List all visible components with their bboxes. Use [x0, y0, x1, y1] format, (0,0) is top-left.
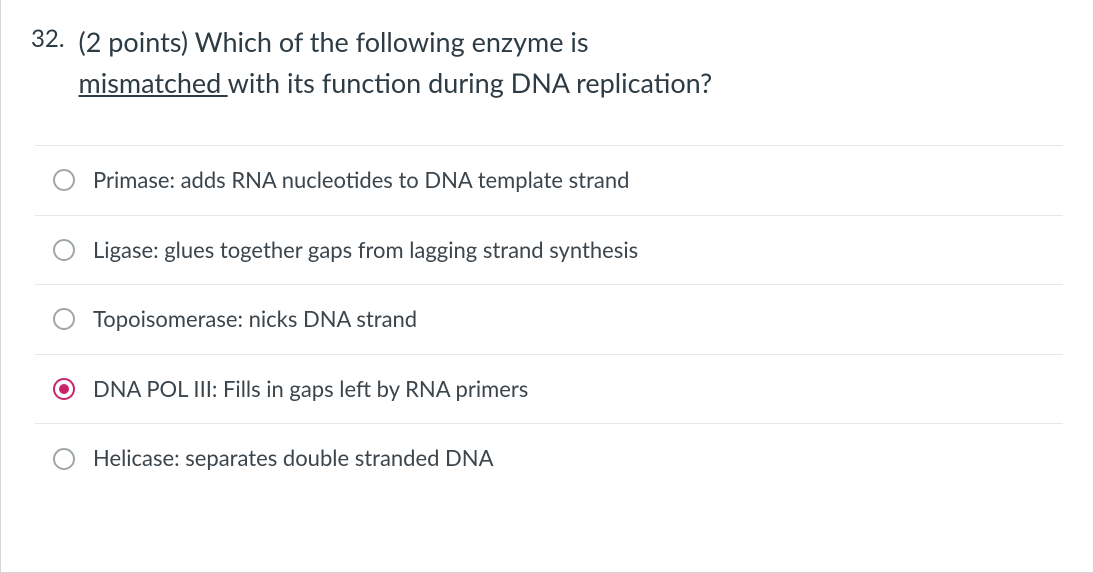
option-label[interactable]: DNA POL III: Fills in gaps left by RNA p… — [93, 375, 528, 404]
question-points: (2 points) — [79, 25, 195, 58]
option-row[interactable]: Primase: adds RNA nucleotides to DNA tem… — [35, 145, 1063, 215]
option-row[interactable]: DNA POL III: Fills in gaps left by RNA p… — [35, 354, 1063, 424]
option-label[interactable]: Primase: adds RNA nucleotides to DNA tem… — [93, 166, 629, 195]
quiz-question-container: 32. (2 points) Which of the following en… — [0, 0, 1094, 573]
option-row[interactable]: Helicase: separates double stranded DNA — [35, 423, 1063, 483]
question-stem-underlined: mismatched — [79, 66, 228, 99]
radio-button[interactable] — [53, 169, 75, 191]
question-number: 32. — [31, 22, 65, 56]
options-list: Primase: adds RNA nucleotides to DNA tem… — [35, 145, 1063, 483]
radio-button[interactable] — [53, 378, 75, 400]
question-header: 32. (2 points) Which of the following en… — [31, 22, 1063, 103]
option-label[interactable]: Ligase: glues together gaps from lagging… — [93, 236, 638, 265]
question-text: (2 points) Which of the following enzyme… — [79, 22, 713, 103]
radio-button[interactable] — [53, 448, 75, 470]
radio-button[interactable] — [53, 239, 75, 261]
option-label[interactable]: Topoisomerase: nicks DNA strand — [93, 305, 417, 334]
question-stem-2: with its function during DNA replication… — [228, 66, 713, 99]
question-stem-1: Which of the following enzyme is — [195, 25, 589, 58]
radio-button[interactable] — [53, 308, 75, 330]
option-row[interactable]: Ligase: glues together gaps from lagging… — [35, 215, 1063, 285]
option-row[interactable]: Topoisomerase: nicks DNA strand — [35, 284, 1063, 354]
option-label[interactable]: Helicase: separates double stranded DNA — [93, 444, 493, 473]
